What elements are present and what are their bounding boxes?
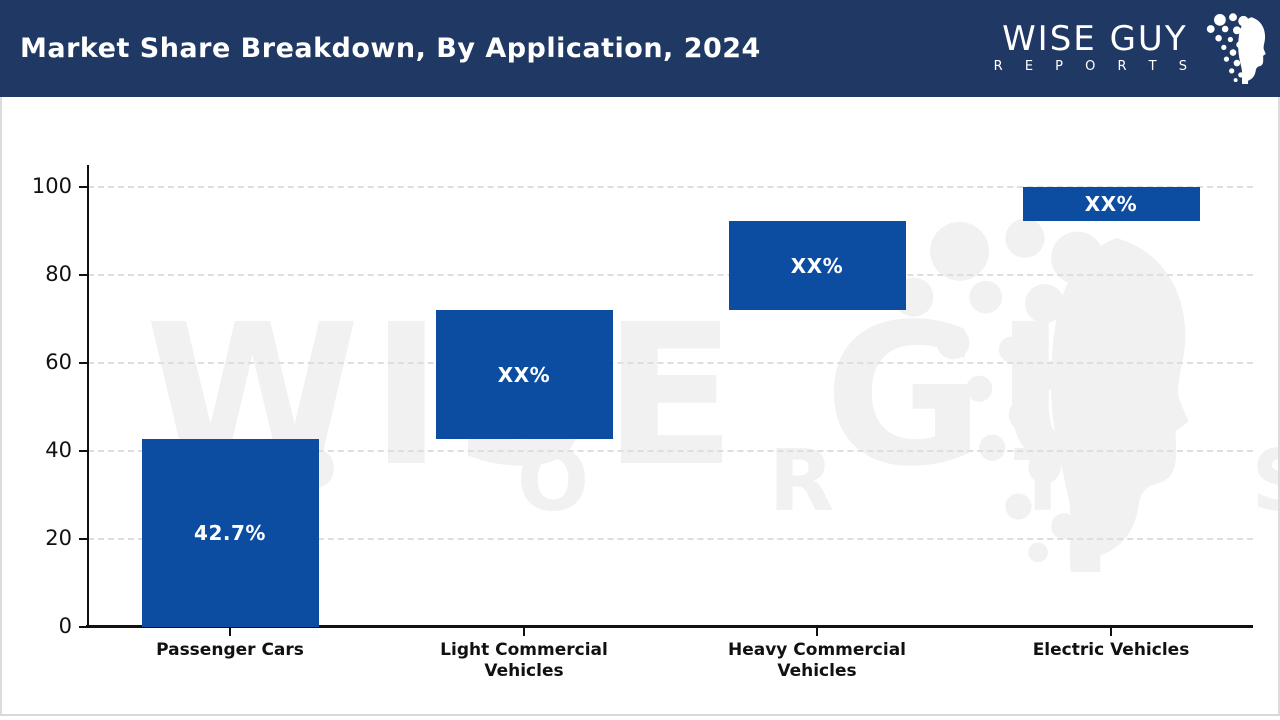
- bar-2: XX%: [728, 220, 906, 311]
- y-tick-label-60: 60: [45, 350, 72, 374]
- y-axis-line: [87, 165, 89, 627]
- y-tick-label-80: 80: [45, 262, 72, 286]
- y-tick-mark-80: [79, 274, 88, 276]
- y-tick-label-0: 0: [58, 614, 72, 638]
- bar-value-label: XX%: [790, 253, 844, 278]
- dotted-face-profile-icon: [1206, 13, 1266, 84]
- bar-value-label: XX%: [1084, 191, 1138, 216]
- y-tick-label-40: 40: [45, 438, 72, 462]
- bar-1: XX%: [435, 310, 613, 440]
- y-tick-label-100: 100: [31, 174, 72, 198]
- bar-value-label: XX%: [497, 362, 551, 387]
- x-category-label-2: Heavy Commercial Vehicles: [727, 640, 906, 681]
- y-tick-mark-20: [79, 538, 88, 540]
- y-tick-label-20: 20: [45, 526, 72, 550]
- x-tick-mark-1: [523, 628, 525, 636]
- x-category-label-3: Electric Vehicles: [1032, 640, 1190, 660]
- y-tick-mark-40: [79, 450, 88, 452]
- page-title: Market Share Breakdown, By Application, …: [20, 33, 761, 64]
- y-tick-mark-60: [79, 362, 88, 364]
- x-tick-mark-0: [229, 628, 231, 636]
- x-tick-mark-2: [816, 628, 818, 636]
- y-tick-mark-0: [79, 626, 88, 628]
- gridline-100: [88, 186, 1253, 188]
- brand-logo: WISE GUY R E P O R T S: [994, 8, 1266, 88]
- gridline-60: [88, 362, 1253, 364]
- x-category-label-1: Light Commercial Vehicles: [440, 640, 608, 681]
- bar-value-label: 42.7%: [194, 521, 266, 546]
- brand-name: WISE GUY: [1002, 19, 1188, 59]
- gridline-80: [88, 274, 1253, 276]
- y-tick-mark-100: [79, 186, 88, 188]
- x-axis-line: [86, 625, 1253, 628]
- x-category-label-0: Passenger Cars: [156, 640, 304, 660]
- x-tick-mark-3: [1110, 628, 1112, 636]
- brand-logo-text: WISE GUY R E P O R T S: [994, 21, 1196, 75]
- gridline-40: [88, 450, 1253, 452]
- gridline-20: [88, 538, 1253, 540]
- header-bar: Market Share Breakdown, By Application, …: [0, 0, 1280, 97]
- bar-3: XX%: [1022, 187, 1200, 221]
- bar-0: 42.7%: [141, 439, 319, 627]
- brand-subname: R E P O R T S: [993, 59, 1196, 74]
